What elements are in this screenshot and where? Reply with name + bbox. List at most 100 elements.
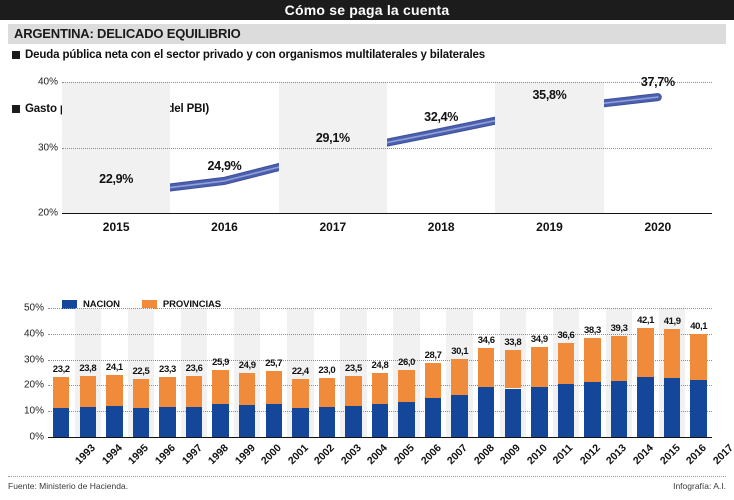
x-axis-label: 2006	[418, 442, 444, 468]
bar-segment-nacion	[212, 403, 229, 437]
bar-column[interactable]: 22,5	[132, 366, 150, 437]
x-axis-label: 2015	[657, 442, 683, 468]
bar-column[interactable]: 34,9	[531, 334, 548, 437]
bar-column[interactable]: 38,3	[584, 325, 601, 437]
x-axis-label: 2002	[312, 442, 338, 468]
gridline	[62, 147, 712, 149]
bar-segment-provincias	[504, 349, 522, 389]
bar-column[interactable]: 23,8	[79, 363, 97, 437]
bar-column[interactable]: 40,1	[690, 321, 708, 437]
x-axis-label: 2005	[391, 442, 417, 468]
bar-value-label: 23,2	[52, 364, 70, 376]
bar-segment-provincias	[451, 359, 468, 396]
bar-column[interactable]: 41,9	[663, 316, 681, 437]
bar-value-label: 34,9	[530, 333, 548, 345]
y-axis-label: 40%	[37, 76, 58, 88]
bar-segment-provincias	[238, 372, 256, 406]
bar-column[interactable]: 23,3	[159, 364, 176, 437]
bar-segment-nacion	[371, 403, 389, 437]
x-axis-label: 2016	[683, 442, 710, 468]
bar-segment-nacion	[132, 408, 150, 437]
x-axis-label: 1997	[179, 442, 205, 468]
bar-column[interactable]: 23,5	[345, 363, 362, 437]
line-point-label: 22,9%	[99, 172, 134, 186]
gridline	[48, 333, 712, 335]
bar-segment-nacion	[504, 388, 522, 437]
bar-segment-nacion	[451, 395, 468, 437]
bar-value-label: 36,6	[557, 329, 575, 341]
x-axis-label: 2014	[630, 442, 656, 468]
legend-label-nacion: NACION	[83, 299, 120, 310]
bar-column[interactable]: 42,1	[637, 315, 654, 437]
bar-column[interactable]: 34,6	[478, 335, 495, 437]
bar-segment-nacion	[185, 406, 203, 437]
y-axis-label: 10%	[23, 405, 44, 417]
footer: Fuente: Ministerio de Hacienda. Infograf…	[8, 481, 726, 491]
bar-column[interactable]: 23,2	[53, 364, 70, 437]
bar-segment-provincias	[185, 376, 203, 407]
bar-segment-nacion	[610, 380, 628, 437]
bar-value-label: 38,3	[584, 325, 601, 337]
bar-column[interactable]: 24,9	[238, 360, 256, 437]
bar-value-label: 25,7	[265, 357, 283, 369]
bar-value-label: 41,9	[663, 315, 681, 327]
bar-value-label: 23,6	[185, 363, 203, 375]
legend-swatch-nacion	[62, 300, 77, 309]
bar-segment-provincias	[424, 362, 442, 398]
x-axis-label: 2001	[285, 442, 311, 468]
bar-value-label: 23,8	[79, 362, 97, 374]
bar-segment-nacion	[265, 403, 282, 437]
bar-segment-provincias	[345, 376, 362, 407]
bar-value-label: 24,9	[238, 359, 256, 371]
bullet-square-icon	[12, 51, 20, 59]
x-axis-label: 1995	[126, 442, 152, 468]
x-axis-label: 1994	[99, 442, 125, 468]
bar-segment-nacion	[398, 401, 415, 437]
bar-segment-provincias	[663, 328, 681, 378]
footer-divider	[8, 476, 726, 477]
x-axis-line	[48, 437, 712, 438]
bar-segment-nacion	[159, 407, 176, 437]
x-axis-label: 2007	[444, 442, 470, 468]
subtitle-band: ARGENTINA: DELICADO EQUILIBRIO	[8, 24, 726, 44]
bar-column[interactable]: 24,1	[106, 362, 123, 437]
bar-value-label: 40,1	[690, 320, 708, 332]
x-axis-label: 1996	[152, 442, 178, 468]
bar-column[interactable]: 23,0	[318, 365, 336, 437]
bar-value-label: 33,8	[504, 336, 522, 348]
line-chart-heading: Deuda pública neta con el sector privado…	[0, 49, 734, 61]
bar-segment-provincias	[557, 342, 575, 385]
line-point-label: 29,1%	[315, 131, 350, 146]
legend-label-provincias: PROVINCIAS	[162, 299, 221, 310]
bar-column[interactable]: 26,0	[398, 357, 415, 437]
bar-column[interactable]: 24,8	[371, 360, 389, 437]
bar-column[interactable]: 25,9	[212, 357, 229, 437]
y-axis-label: 0%	[29, 431, 44, 443]
bar-value-label: 22,5	[132, 365, 150, 377]
x-axis-line	[62, 213, 712, 214]
bar-segment-nacion	[318, 407, 336, 437]
bar-value-label: 24,8	[371, 360, 389, 372]
bar-segment-provincias	[132, 378, 150, 409]
bar-column[interactable]: 28,7	[424, 350, 442, 437]
bar-column[interactable]: 25,7	[265, 358, 283, 437]
bar-segment-provincias	[212, 370, 229, 404]
bar-value-label: 30,1	[451, 346, 469, 358]
bar-column[interactable]: 36,6	[557, 330, 575, 437]
x-axis-label: 2017	[710, 442, 734, 468]
subtitle-text: ARGENTINA: DELICADO EQUILIBRIO	[14, 26, 241, 41]
bar-column[interactable]: 22,4	[292, 366, 309, 437]
footer-credit: Infografía: A.I.	[673, 481, 726, 491]
bar-segment-nacion	[637, 377, 654, 437]
bar-segment-provincias	[610, 335, 628, 381]
bar-column[interactable]: 23,6	[185, 363, 203, 437]
bar-segment-provincias	[531, 346, 548, 387]
x-axis-label: 2003	[338, 442, 364, 468]
bar-segment-provincias	[106, 374, 123, 407]
bar-column[interactable]: 30,1	[451, 346, 468, 437]
x-axis-label: 2000	[259, 442, 285, 468]
bar-column[interactable]: 39,3	[610, 323, 628, 437]
page-title: Cómo se paga la cuenta	[284, 2, 450, 18]
bar-column[interactable]: 33,8	[504, 337, 522, 437]
line-point-label: 24,9%	[207, 158, 242, 173]
